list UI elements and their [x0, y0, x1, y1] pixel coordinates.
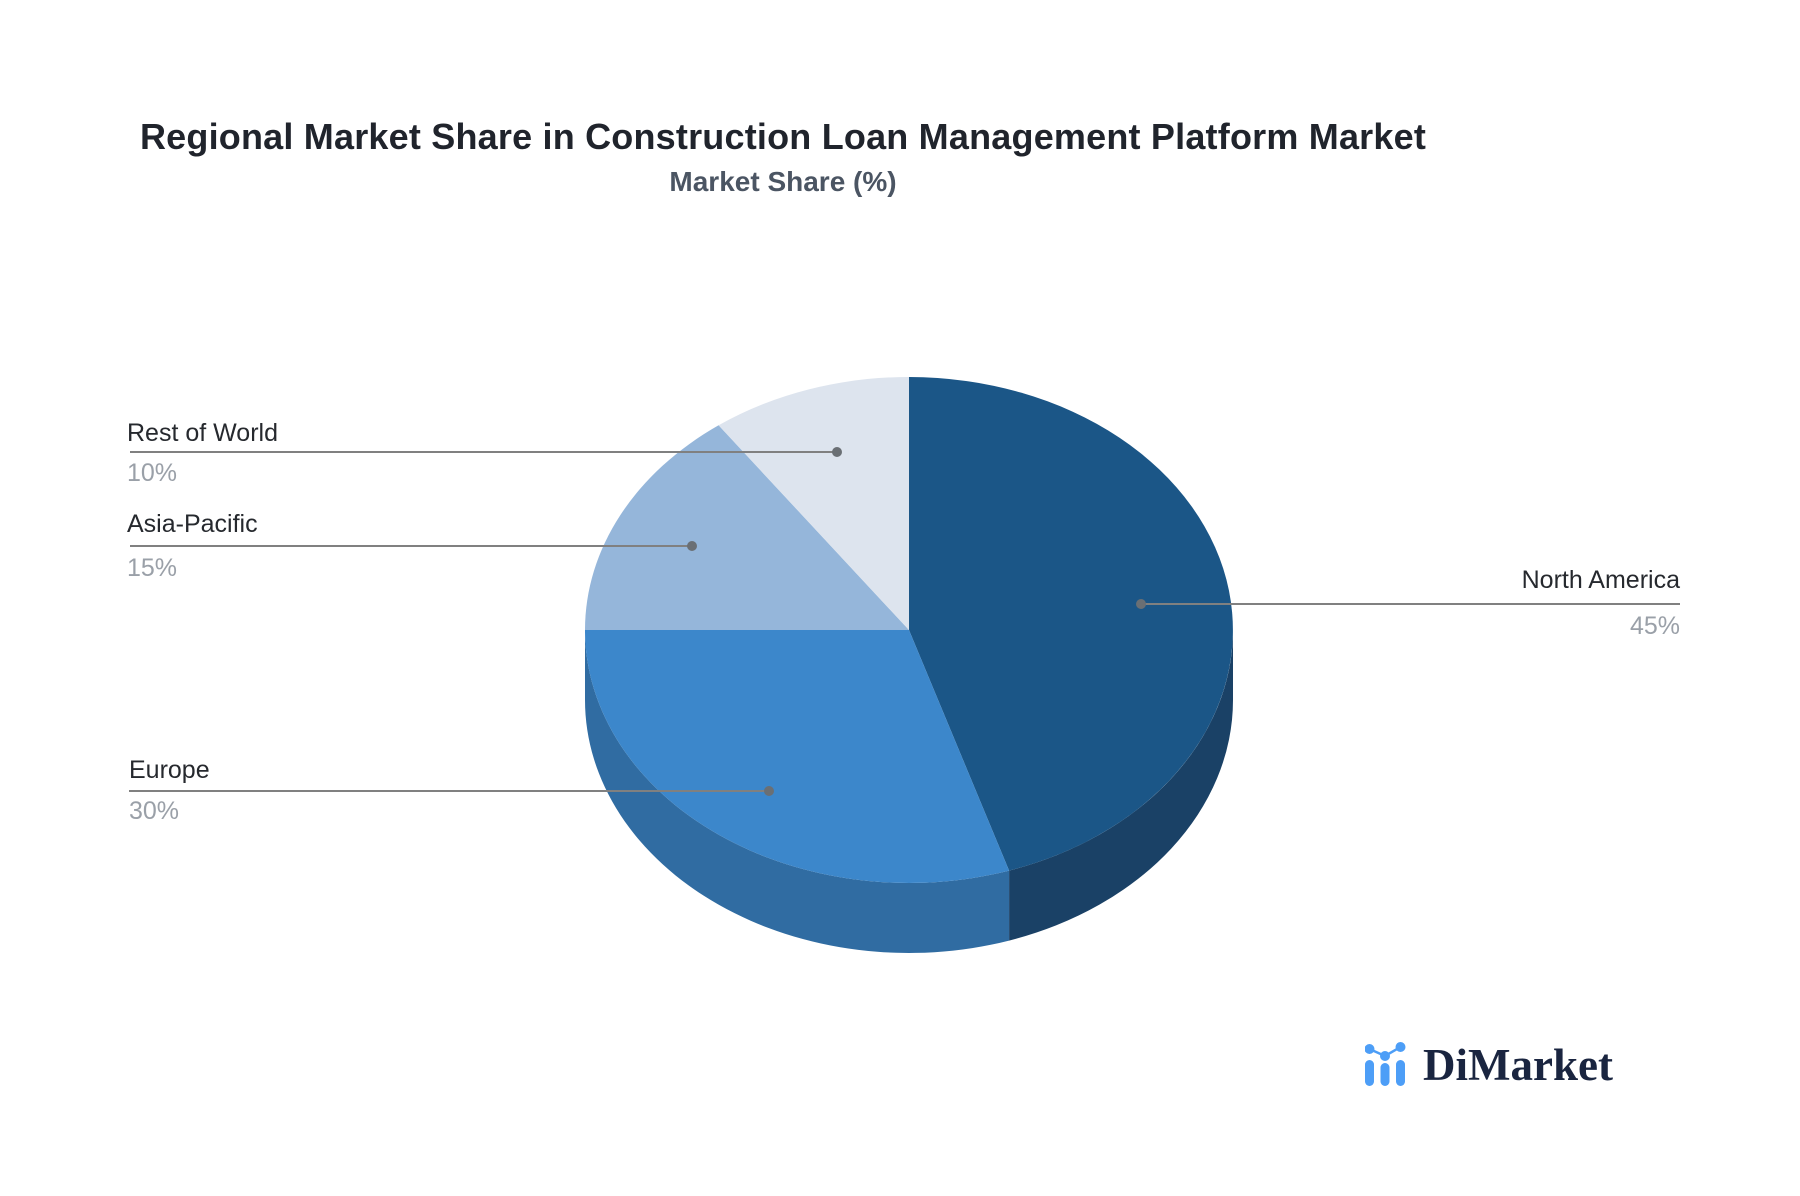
- brand-logo: DiMarket: [1365, 1040, 1613, 1090]
- pie-slice-north-america[interactable]: [909, 377, 1233, 871]
- leader-lines: [129, 451, 1680, 792]
- pie-slice-rest-of-world[interactable]: [718, 377, 909, 630]
- leader-dot-north-america: [1136, 599, 1146, 609]
- callout-label-asia-pacific: Asia-Pacific: [127, 510, 258, 538]
- callout-value-asia-pacific: 15%: [127, 554, 178, 582]
- callout-label-europe: Europe: [129, 756, 210, 784]
- callout-label-north-america: North America: [1521, 566, 1680, 594]
- pie-slice-north-america-side: [1009, 630, 1233, 941]
- chart-subtitle: Market Share (%): [669, 166, 897, 197]
- callout-label-rest-of-world: Rest of World: [127, 419, 278, 447]
- leader-dot-rest-of-world: [832, 447, 842, 457]
- callout-value-europe: 30%: [129, 797, 180, 825]
- callout-value-rest-of-world: 10%: [127, 459, 178, 487]
- callout-value-north-america: 45%: [1629, 612, 1680, 640]
- chart-title: Regional Market Share in Construction Lo…: [139, 116, 1427, 157]
- pie-slice-europe[interactable]: [585, 630, 1010, 883]
- leader-dots: [687, 447, 1146, 796]
- pie-slice-asia-pacific[interactable]: [585, 425, 909, 630]
- brand-logo-text: DiMarket: [1423, 1040, 1613, 1090]
- bar-line-chart-icon: [1365, 1042, 1406, 1086]
- leader-dot-europe: [764, 786, 774, 796]
- pie-slice-europe-side: [585, 630, 1010, 953]
- leader-dot-asia-pacific: [687, 541, 697, 551]
